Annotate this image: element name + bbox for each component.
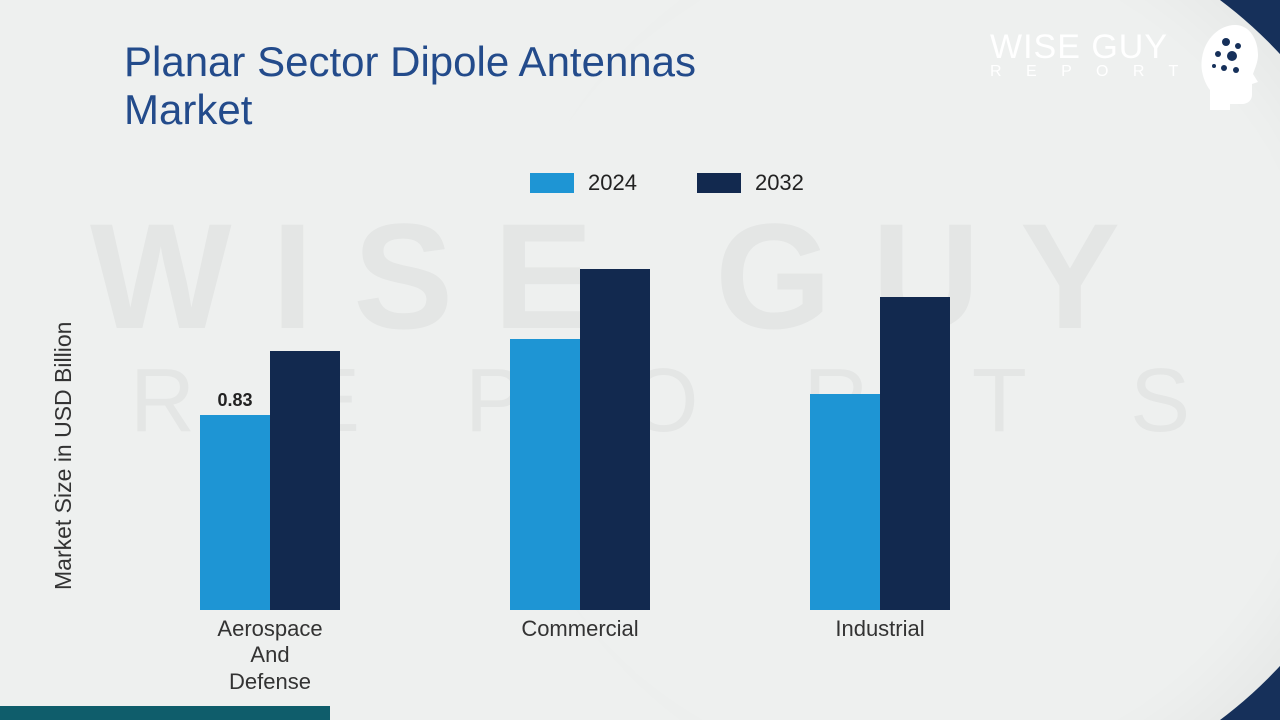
legend-swatch-2032 (697, 173, 741, 193)
legend-item: 2024 (530, 170, 637, 196)
category-label: AerospaceAndDefense (170, 610, 370, 695)
page-canvas: WISE GUY R E P O R T S Planar Sector Dip… (0, 0, 1280, 720)
legend-swatch-2024 (530, 173, 574, 193)
legend-item: 2032 (697, 170, 804, 196)
bar-value-label: 0.83 (200, 390, 270, 411)
category-label: Commercial (480, 610, 680, 642)
bar (580, 269, 650, 610)
legend: 2024 2032 (530, 170, 804, 196)
plot-region: 0.83AerospaceAndDefense Commercial Industr… (190, 210, 1030, 610)
category-group: 0.83AerospaceAndDefense (200, 210, 400, 610)
head-silhouette-icon (1180, 20, 1260, 110)
legend-label: 2032 (755, 170, 804, 196)
chart-area: Market Size in USD Billion 2024 2032 0.8… (60, 160, 1060, 660)
legend-label: 2024 (588, 170, 637, 196)
bar (200, 415, 270, 610)
bar (510, 339, 580, 610)
chart-title: Planar Sector Dipole Antennas Market (124, 38, 824, 135)
bottom-accent-strip (0, 706, 330, 720)
bar (270, 351, 340, 610)
bar (880, 297, 950, 610)
y-axis-label: Market Size in USD Billion (50, 322, 77, 590)
category-group: Industrial (810, 210, 1010, 610)
category-label: Industrial (780, 610, 980, 642)
brand-logo: WISE GUY R E P O R T S (990, 20, 1260, 110)
bar (810, 394, 880, 610)
category-group: Commercial (510, 210, 710, 610)
